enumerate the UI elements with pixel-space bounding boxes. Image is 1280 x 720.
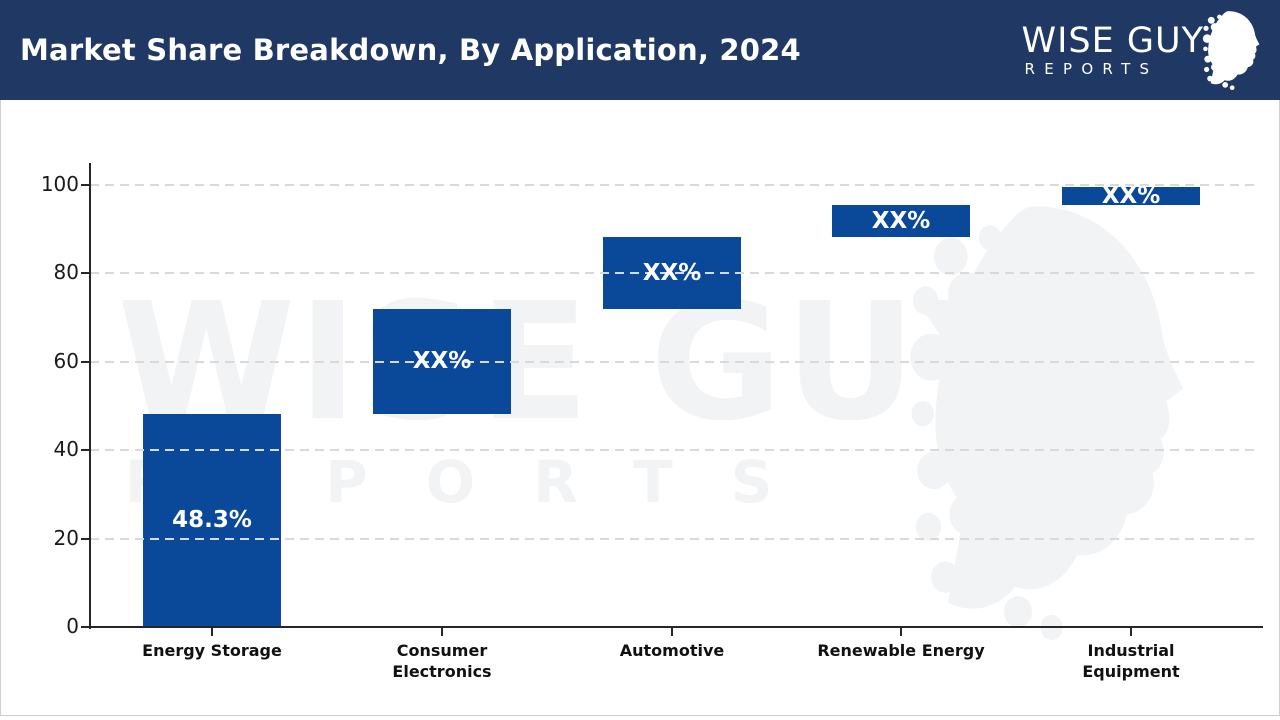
y-tick-label-80: 80 bbox=[53, 260, 79, 285]
gridline-80 bbox=[90, 272, 1254, 275]
header: Market Share Breakdown, By Application, … bbox=[0, 0, 1280, 100]
gridline-20 bbox=[90, 537, 1254, 540]
bar-industrial-equipment bbox=[1062, 186, 1200, 206]
y-tick-mark-60 bbox=[81, 360, 89, 363]
logo-head-icon bbox=[1202, 11, 1260, 90]
logo-sub: REPORTS bbox=[1024, 59, 1159, 78]
gridline-40 bbox=[90, 449, 1254, 452]
bar-value-label: XX% bbox=[1101, 183, 1161, 210]
y-tick-mark-80 bbox=[81, 272, 89, 275]
gridline-100 bbox=[90, 184, 1254, 186]
bar-value-label: XX% bbox=[642, 259, 702, 286]
bar-value-label: XX% bbox=[412, 348, 472, 375]
x-tick-mark-consumer-electronics bbox=[441, 628, 443, 636]
x-axis-spine bbox=[90, 626, 1263, 628]
bar-value-label: 48.3% bbox=[172, 507, 252, 534]
bar-energy-storage bbox=[143, 413, 281, 627]
category-label-energy-storage: Energy Storage bbox=[142, 641, 282, 660]
y-tick-mark-0 bbox=[81, 626, 89, 628]
x-tick-mark-automotive bbox=[671, 628, 673, 636]
category-label-industrial-equipment: Industrial Equipment bbox=[1082, 641, 1180, 681]
page-title: Market Share Breakdown, By Application, … bbox=[20, 33, 801, 67]
y-tick-mark-20 bbox=[81, 537, 89, 540]
y-tick-label-60: 60 bbox=[53, 348, 79, 373]
bar-value-label: XX% bbox=[871, 208, 931, 235]
y-tick-mark-100 bbox=[81, 184, 89, 186]
category-label-consumer-electronics: Consumer Electronics bbox=[392, 641, 492, 681]
logo-text: WISE GUY REPORTS bbox=[1021, 20, 1204, 78]
y-tick-label-40: 40 bbox=[53, 437, 79, 462]
category-label-renewable-energy: Renewable Energy bbox=[817, 641, 985, 660]
y-tick-label-100: 100 bbox=[40, 172, 79, 196]
bar-label-box-energy-storage: 48.3% bbox=[143, 414, 281, 627]
wiseguy-logo: WISE GUY REPORTS bbox=[1021, 10, 1266, 90]
chart-panel: WISE GUY REPORTS 0 20 40 60 80 100 48.3% Energy… bbox=[0, 100, 1280, 716]
gridline-60 bbox=[90, 360, 1254, 363]
bar-label-box-automotive: XX% bbox=[603, 237, 741, 309]
bar-renewable-energy bbox=[832, 205, 970, 238]
bar-label-box-consumer-electronics: XX% bbox=[373, 309, 511, 414]
bar-label-box-industrial-equipment: XX% bbox=[1062, 183, 1200, 209]
waterfall-chart: 0 20 40 60 80 100 48.3% Energy Storage XX% Consum… bbox=[1, 100, 1279, 715]
y-axis-spine bbox=[89, 163, 91, 629]
y-tick-label-0: 0 bbox=[66, 614, 79, 638]
bar-label-box-renewable-energy: XX% bbox=[832, 205, 970, 237]
category-label-automotive: Automotive bbox=[619, 641, 725, 660]
x-tick-mark-energy-storage bbox=[211, 628, 213, 636]
logo-brand: WISE GUY bbox=[1021, 20, 1204, 61]
x-tick-mark-renewable-energy bbox=[900, 628, 902, 636]
x-tick-mark-industrial-equipment bbox=[1130, 628, 1132, 636]
y-tick-label-20: 20 bbox=[53, 525, 79, 550]
y-tick-mark-40 bbox=[81, 449, 89, 452]
